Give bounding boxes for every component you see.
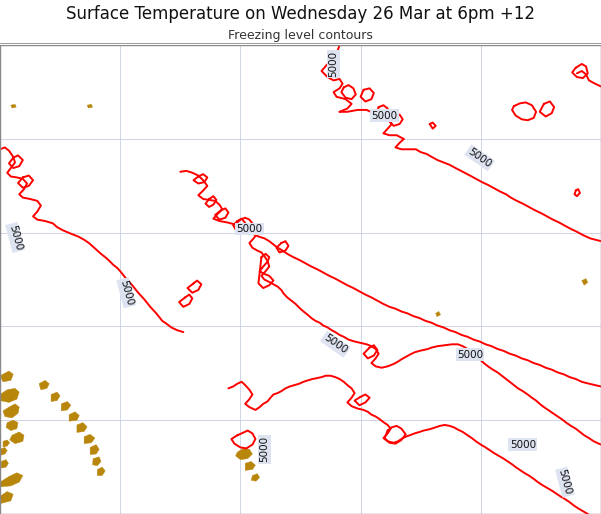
Polygon shape — [61, 401, 71, 411]
Text: 5000: 5000 — [260, 436, 269, 463]
Text: 5000: 5000 — [329, 51, 338, 77]
Polygon shape — [0, 389, 19, 402]
Text: 5000: 5000 — [7, 224, 23, 251]
Polygon shape — [582, 279, 588, 285]
Polygon shape — [69, 412, 79, 421]
Polygon shape — [93, 457, 101, 466]
Polygon shape — [6, 420, 18, 431]
Text: 5000: 5000 — [557, 468, 573, 496]
Text: 5000: 5000 — [371, 111, 398, 121]
Text: 5000: 5000 — [236, 224, 263, 234]
Polygon shape — [77, 423, 87, 432]
Polygon shape — [10, 432, 24, 444]
Polygon shape — [87, 104, 93, 108]
Polygon shape — [1, 460, 8, 468]
Text: Surface Temperature on Wednesday 26 Mar at 6pm +12: Surface Temperature on Wednesday 26 Mar … — [66, 5, 535, 23]
Polygon shape — [97, 467, 105, 475]
Polygon shape — [84, 434, 95, 444]
Polygon shape — [39, 380, 49, 390]
Text: 5000: 5000 — [322, 333, 349, 356]
Polygon shape — [0, 491, 13, 504]
Text: Freezing level contours: Freezing level contours — [228, 29, 373, 42]
Text: 5000: 5000 — [457, 350, 483, 360]
Text: 5000: 5000 — [118, 279, 135, 307]
Polygon shape — [436, 311, 441, 317]
Polygon shape — [251, 474, 260, 481]
Polygon shape — [3, 404, 19, 418]
Polygon shape — [90, 445, 99, 454]
Polygon shape — [0, 371, 13, 382]
Polygon shape — [11, 104, 16, 108]
Polygon shape — [0, 473, 23, 487]
Text: 5000: 5000 — [510, 439, 536, 450]
Polygon shape — [0, 447, 7, 455]
Text: 5000: 5000 — [466, 146, 493, 169]
Polygon shape — [245, 462, 255, 470]
Polygon shape — [236, 448, 252, 460]
Polygon shape — [51, 392, 60, 401]
Polygon shape — [3, 440, 10, 447]
